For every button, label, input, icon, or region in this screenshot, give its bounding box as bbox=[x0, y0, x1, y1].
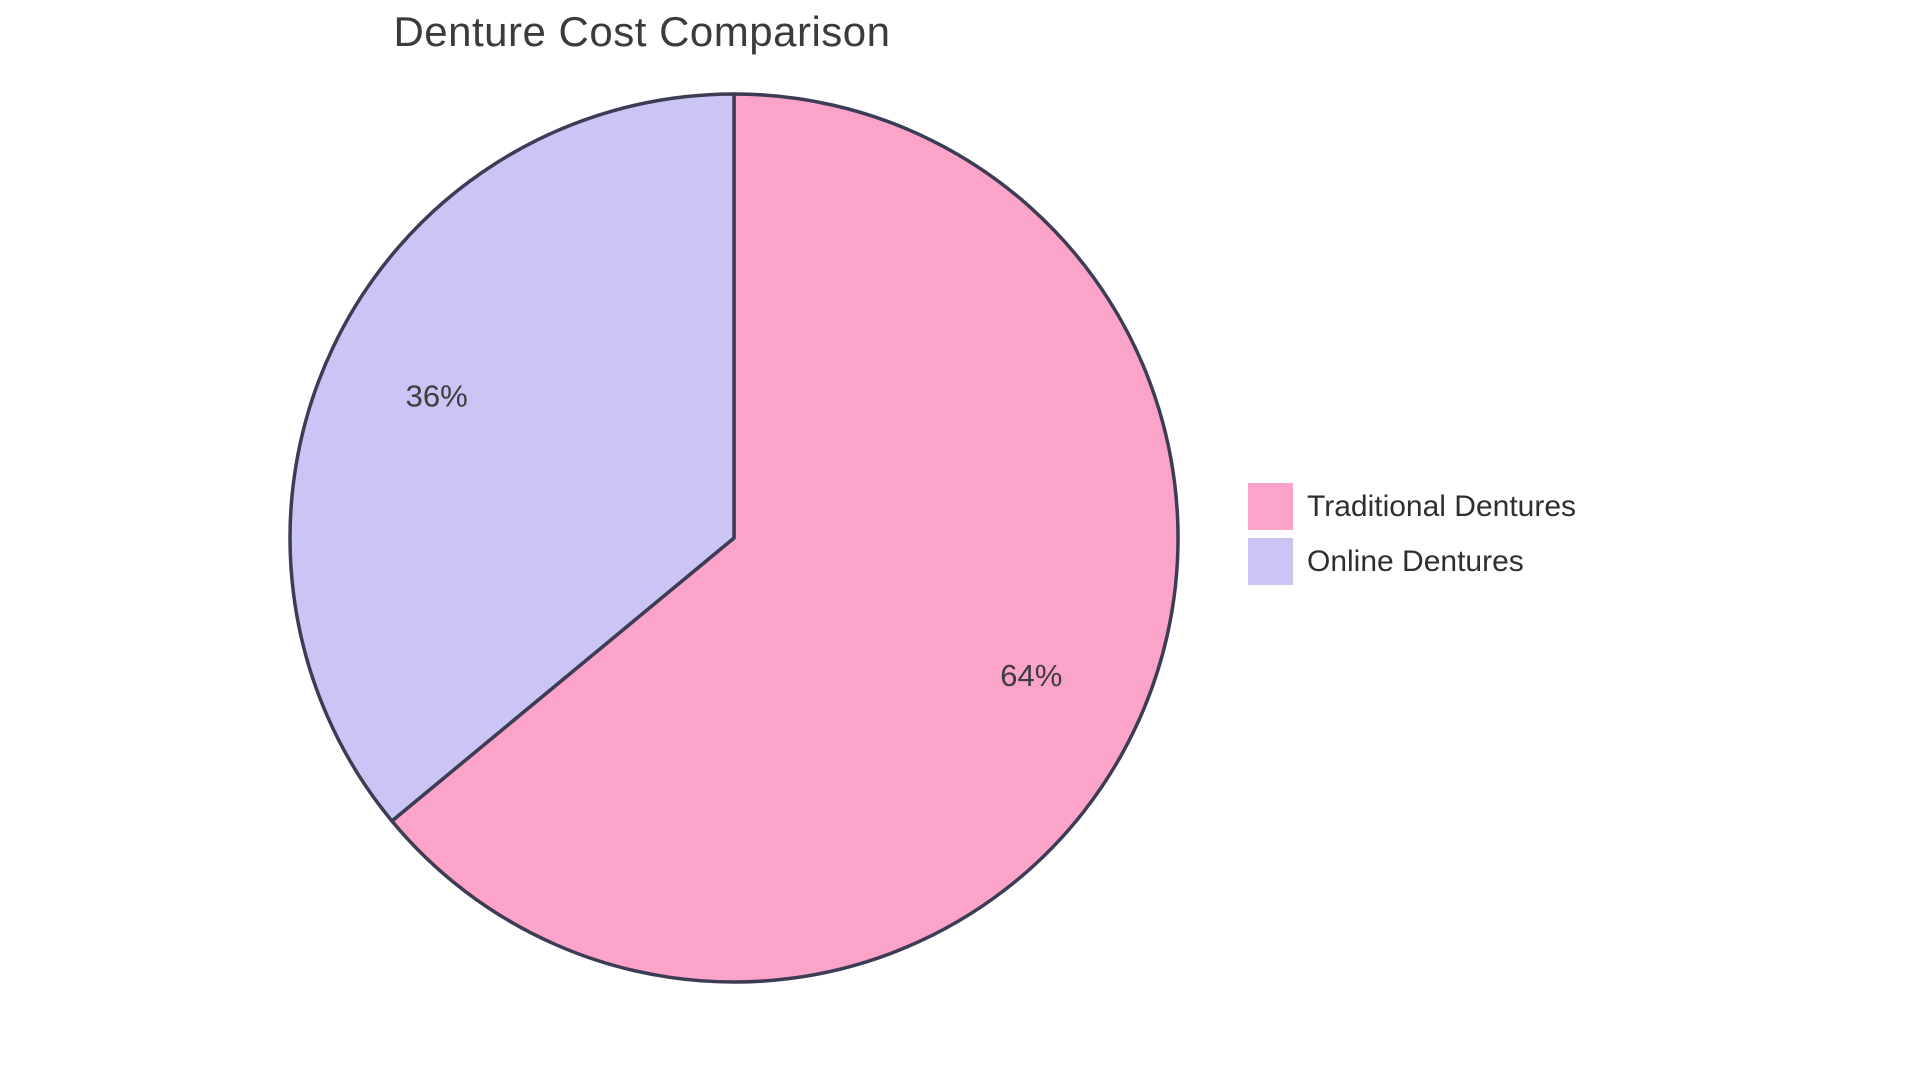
pie-slice-percent-labels: 64% 36% bbox=[406, 378, 1063, 693]
legend-swatch-traditional-dentures bbox=[1248, 483, 1293, 530]
pie-percent-label: 64% bbox=[1000, 658, 1062, 693]
legend-item-online-dentures: Online Dentures bbox=[1248, 538, 1576, 585]
pie-slices bbox=[288, 92, 1180, 984]
chart-title: Denture Cost Comparison bbox=[393, 8, 891, 55]
legend-label: Traditional Dentures bbox=[1307, 489, 1577, 523]
pie-slice-online-dentures bbox=[288, 92, 736, 823]
legend: Traditional Dentures Online Dentures bbox=[1248, 483, 1576, 593]
legend-item-traditional-dentures: Traditional Dentures bbox=[1248, 483, 1576, 530]
pie-slice-traditional-dentures bbox=[390, 92, 1180, 984]
legend-swatch-online-dentures bbox=[1248, 538, 1293, 585]
pie-percent-label: 36% bbox=[406, 378, 468, 413]
legend-label: Online Dentures bbox=[1307, 544, 1524, 578]
